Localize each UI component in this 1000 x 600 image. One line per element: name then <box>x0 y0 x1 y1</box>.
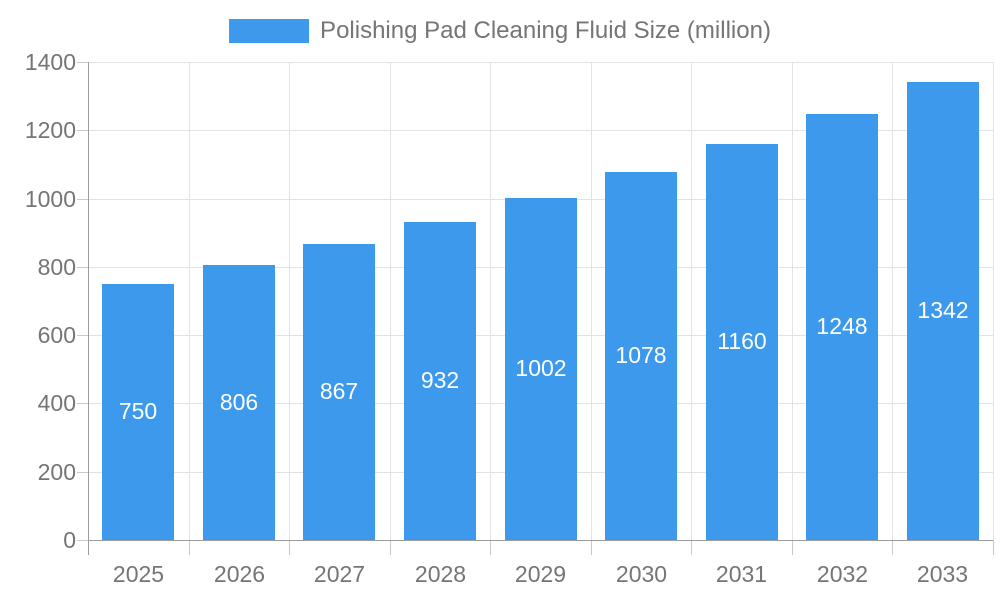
y-axis-tick <box>77 403 88 404</box>
x-gridline <box>792 62 793 540</box>
bar-value-label: 1342 <box>917 297 969 323</box>
x-axis-tick-label: 2030 <box>615 561 668 587</box>
legend-label: Polishing Pad Cleaning Fluid Size (milli… <box>320 17 771 44</box>
bar-value-label: 1078 <box>615 342 667 368</box>
y-axis-tick <box>77 267 88 268</box>
x-gridline <box>591 62 592 540</box>
x-gridline <box>189 62 190 540</box>
x-gridline <box>993 62 994 540</box>
bar-2027: 867 <box>303 244 375 540</box>
y-axis-tick <box>77 199 88 200</box>
bar-value-label: 867 <box>319 378 359 404</box>
x-gridline <box>289 62 290 540</box>
y-gridline <box>88 62 993 63</box>
y-axis-line <box>88 62 89 555</box>
y-axis-tick <box>77 472 88 473</box>
x-gridline <box>892 62 893 540</box>
y-axis-tick-label: 600 <box>37 322 76 348</box>
x-axis-tick-label: 2032 <box>816 561 869 587</box>
bar-2032: 1248 <box>806 114 878 540</box>
x-axis-tick-label: 2029 <box>514 561 567 587</box>
bar-value-label: 932 <box>420 367 460 393</box>
y-axis-tick-label: 1400 <box>24 49 76 75</box>
x-axis-tick <box>591 540 592 555</box>
x-axis-line <box>88 540 993 541</box>
bar-value-label: 1160 <box>717 328 767 354</box>
legend-swatch <box>229 19 310 43</box>
y-axis-tick <box>77 540 88 541</box>
bar-2028: 932 <box>404 222 476 540</box>
x-axis-tick-label: 2031 <box>715 561 768 587</box>
x-axis-tick <box>189 540 190 555</box>
y-axis-tick-label: 200 <box>37 459 76 485</box>
x-axis-tick <box>892 540 893 555</box>
y-gridline <box>88 130 993 131</box>
bar-value-label: 750 <box>118 398 158 424</box>
bar-value-label: 1248 <box>816 313 868 339</box>
x-axis-tick <box>390 540 391 555</box>
y-axis-tick <box>77 62 88 63</box>
x-gridline <box>490 62 491 540</box>
x-axis-tick <box>792 540 793 555</box>
x-axis-tick <box>993 540 994 555</box>
y-axis-tick-label: 1000 <box>24 186 76 212</box>
x-axis-tick-label: 2026 <box>213 561 266 587</box>
bar-2025: 750 <box>102 284 174 540</box>
bar-2026: 806 <box>203 265 275 540</box>
x-gridline <box>390 62 391 540</box>
legend[interactable]: Polishing Pad Cleaning Fluid Size (milli… <box>229 17 771 45</box>
x-gridline <box>691 62 692 540</box>
x-axis-tick <box>691 540 692 555</box>
y-axis-tick-label: 1200 <box>24 117 76 143</box>
y-axis-tick <box>77 335 88 336</box>
x-axis-tick-label: 2028 <box>414 561 467 587</box>
bar-value-label: 1002 <box>515 355 567 381</box>
y-axis-tick-label: 400 <box>37 390 76 416</box>
y-axis-tick <box>77 130 88 131</box>
bar-2033: 1342 <box>907 82 979 540</box>
bar-2029: 1002 <box>505 198 577 540</box>
bar-2030: 1078 <box>605 172 677 540</box>
x-axis-tick-label: 2025 <box>112 561 165 587</box>
x-axis-tick <box>289 540 290 555</box>
bar-2031: 1160 <box>706 144 778 540</box>
x-axis-tick <box>490 540 491 555</box>
y-axis-tick-label: 800 <box>37 254 76 280</box>
x-axis-tick-label: 2033 <box>916 561 969 587</box>
y-axis-tick-label: 0 <box>63 527 76 553</box>
x-axis-tick-label: 2027 <box>313 561 366 587</box>
bar-value-label: 806 <box>219 389 259 415</box>
